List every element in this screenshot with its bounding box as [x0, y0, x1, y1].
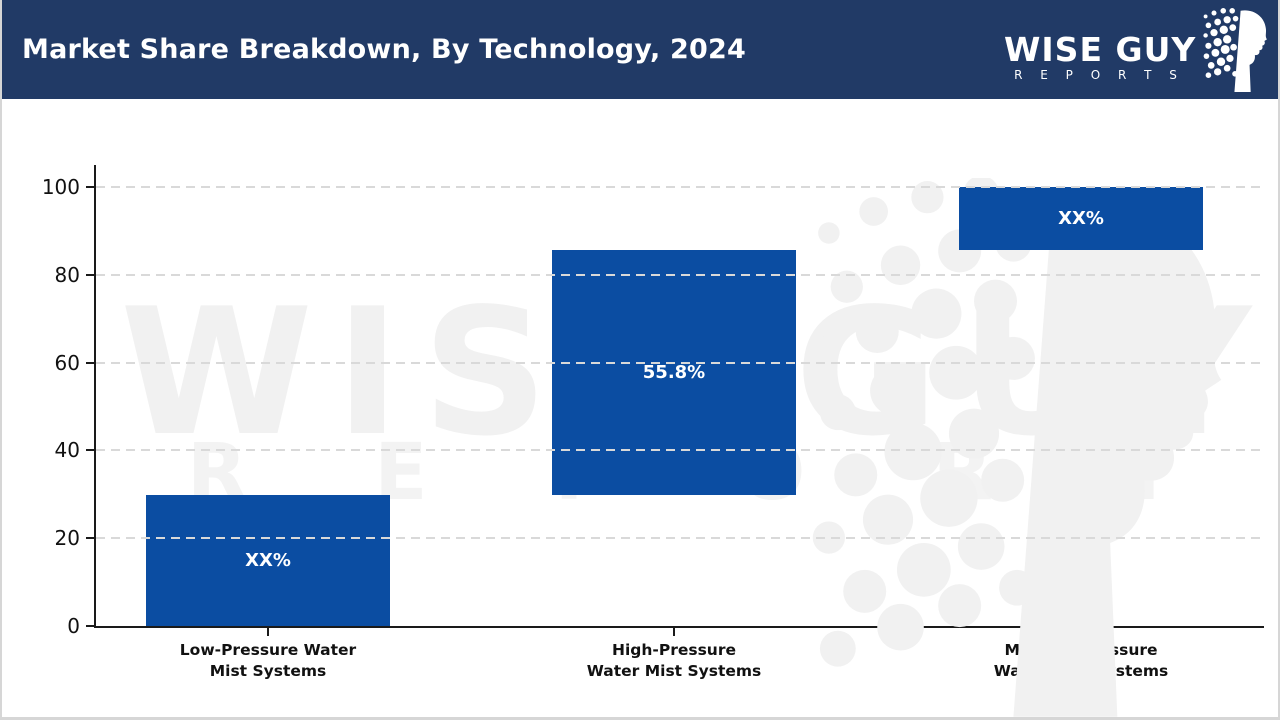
gridline	[96, 186, 1264, 188]
y-tick-label: 80	[54, 262, 80, 287]
y-tick-label: 0	[67, 614, 80, 638]
logo-reports-text: R E P O R T S	[1014, 68, 1184, 82]
y-tick-label: 60	[54, 350, 80, 375]
y-axis-tick	[86, 273, 94, 276]
gridline	[96, 273, 1264, 276]
bar: 55.8%	[552, 250, 796, 496]
bar-value-label: XX%	[245, 550, 291, 572]
page-title: Market Share Breakdown, By Technology, 2…	[22, 34, 747, 65]
x-axis-tick	[673, 628, 675, 636]
watermark-dotted-head-graphic	[810, 178, 1222, 717]
bar: XX%	[959, 187, 1203, 251]
logo-dotted-head-icon	[1203, 8, 1267, 92]
y-tick-label: 40	[54, 438, 80, 463]
x-category-label: High-Pressure Water Mist Systems	[586, 641, 762, 680]
wise-guy-logo: WISE GUY R E P O R T S	[1004, 6, 1267, 94]
bar-value-label: 55.8%	[642, 362, 706, 384]
bar-value-label: XX%	[1058, 208, 1104, 230]
y-axis-tick	[86, 537, 94, 540]
gridline	[96, 537, 1264, 540]
y-axis-tick	[86, 361, 94, 364]
x-axis-tick	[267, 628, 269, 636]
bar: XX%	[146, 495, 390, 626]
gridline	[96, 361, 1264, 364]
header-bar: Market Share Breakdown, By Technology, 2…	[2, 0, 1278, 99]
logo-wordmark: WISE GUY	[1004, 30, 1197, 69]
y-axis-tick	[86, 186, 94, 188]
gridline	[96, 449, 1264, 452]
y-tick-label: 20	[54, 526, 80, 551]
x-category-label: Low-Pressure Water Mist Systems	[179, 641, 357, 680]
y-tick-label: 100	[41, 175, 80, 199]
y-axis-tick	[86, 625, 94, 627]
y-axis-tick	[86, 449, 94, 452]
